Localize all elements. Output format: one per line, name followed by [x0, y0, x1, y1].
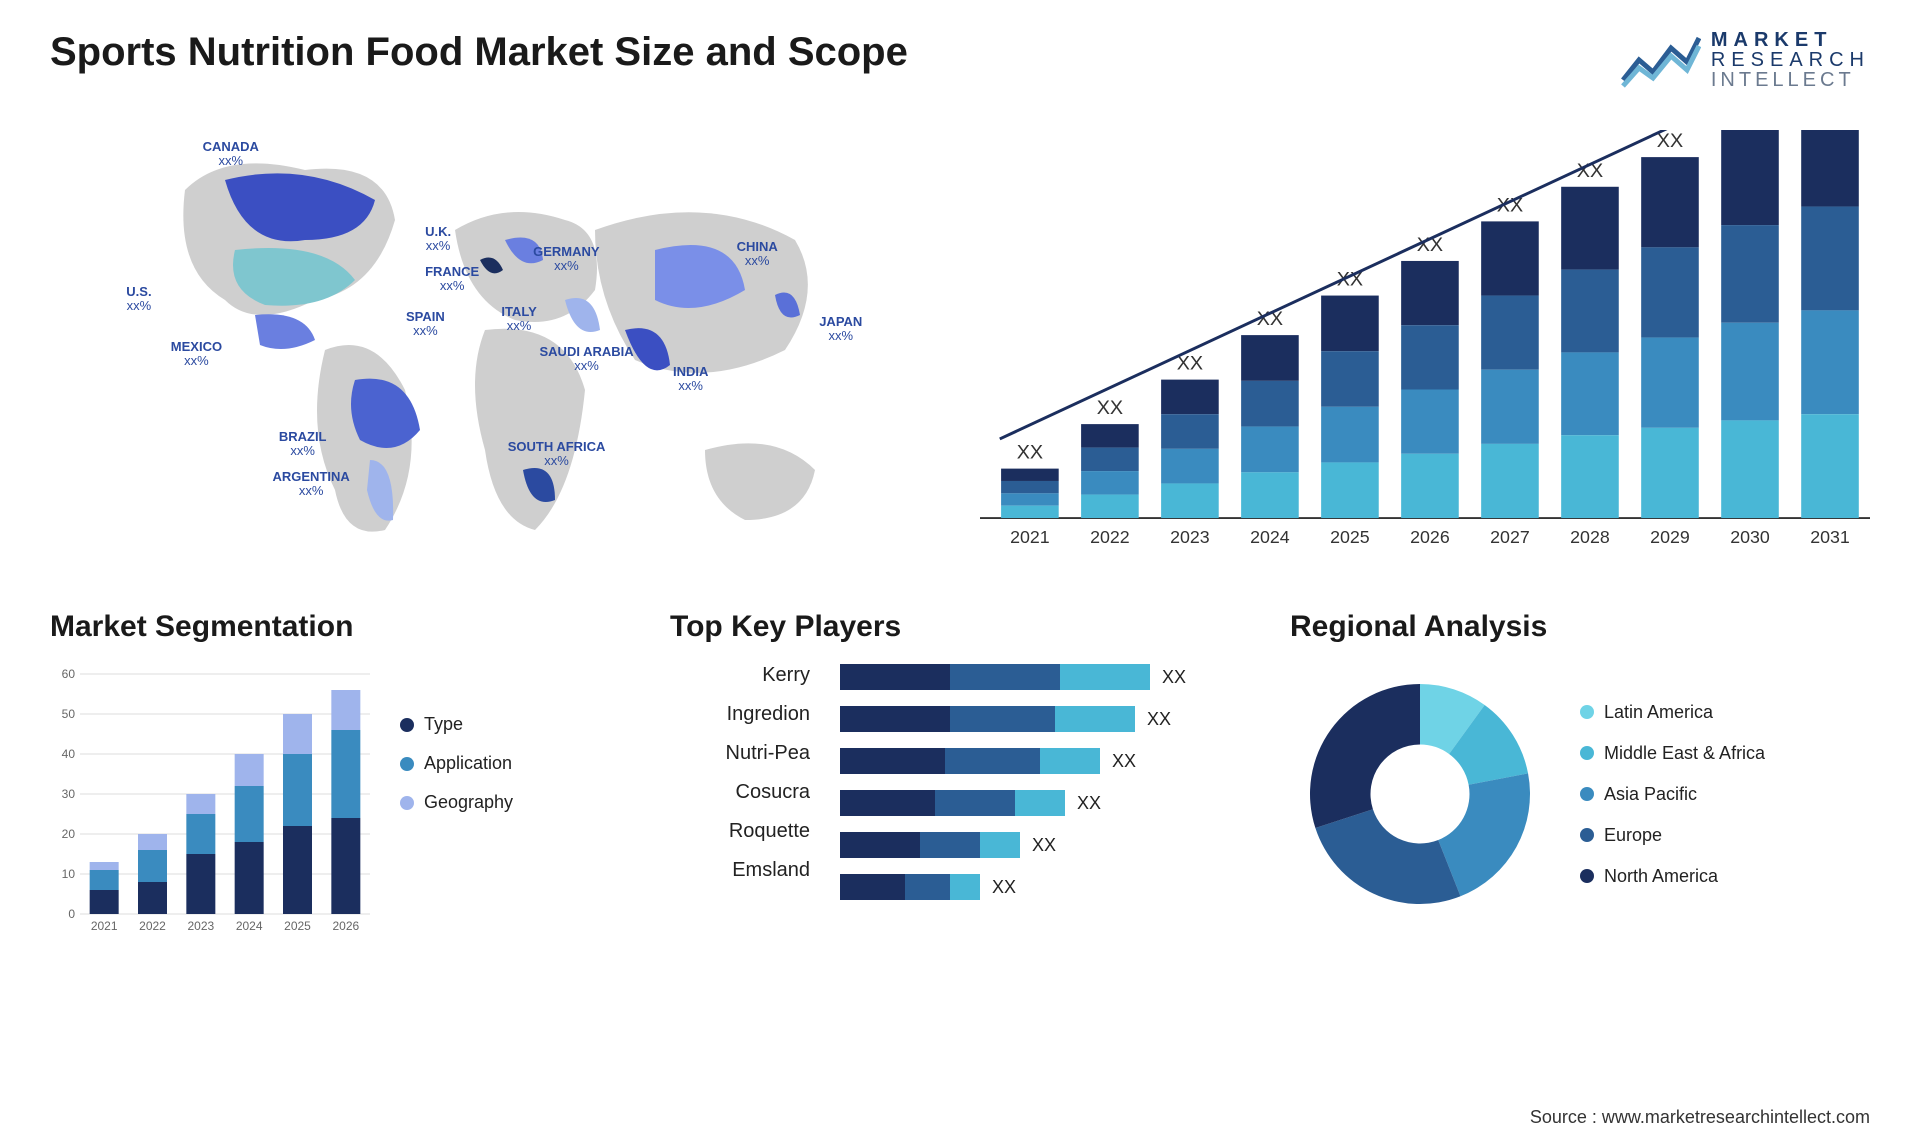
region-legend-latin-america: Latin America: [1580, 702, 1765, 723]
key-players-title: Top Key Players: [670, 610, 1250, 644]
source-text: Source : www.marketresearchintellect.com: [1530, 1107, 1870, 1128]
main-chart-svg: XX2021XX2022XX2023XX2024XX2025XX2026XX20…: [980, 130, 1870, 560]
kp-label-roquette: Roquette: [670, 820, 810, 843]
map-label-mexico: MEXICOxx%: [171, 340, 222, 369]
svg-text:2022: 2022: [1090, 527, 1130, 547]
map-label-u-k-: U.K.xx%: [425, 225, 451, 254]
kp-row-roquette: XX: [840, 832, 1250, 858]
kp-row-kerry: XX: [840, 664, 1250, 690]
map-label-italy: ITALYxx%: [501, 305, 536, 334]
map-label-japan: JAPANxx%: [819, 315, 862, 344]
svg-text:XX: XX: [1657, 130, 1683, 152]
seg-legend-type: Type: [400, 714, 513, 735]
segmentation-title: Market Segmentation: [50, 610, 630, 644]
svg-text:10: 10: [62, 867, 76, 881]
map-label-canada: CANADAxx%: [203, 140, 259, 169]
svg-text:2025: 2025: [284, 919, 311, 933]
svg-text:2026: 2026: [1410, 527, 1450, 547]
logo-line3: INTELLECT: [1711, 70, 1870, 90]
regional-donut: [1290, 664, 1550, 924]
svg-text:2021: 2021: [1010, 527, 1050, 547]
region-legend-asia-pacific: Asia Pacific: [1580, 784, 1765, 805]
svg-text:2023: 2023: [187, 919, 214, 933]
svg-text:XX: XX: [1097, 397, 1123, 419]
svg-text:2028: 2028: [1570, 527, 1610, 547]
key-players-panel: Top Key Players Kerry Ingredion Nutri-Pea C…: [670, 610, 1250, 944]
kp-row-ingredion: XX: [840, 706, 1250, 732]
kp-row-nutri-pea: XX: [840, 748, 1250, 774]
logo-line1: MARKET: [1711, 30, 1870, 50]
svg-text:2029: 2029: [1650, 527, 1690, 547]
segmentation-panel: Market Segmentation 0 10 20 30 40 50 60 2021 202…: [50, 610, 630, 944]
segmentation-legend: Type Application Geography: [400, 714, 513, 813]
svg-text:2026: 2026: [332, 919, 359, 933]
svg-text:60: 60: [62, 667, 76, 681]
kp-label-kerry: Kerry: [670, 664, 810, 687]
page-title: Sports Nutrition Food Market Size and Sc…: [50, 30, 908, 75]
kp-label-cosucra: Cosucra: [670, 781, 810, 804]
kp-label-emsland: Emsland: [670, 859, 810, 882]
logo: MARKET RESEARCH INTELLECT: [1621, 30, 1870, 90]
logo-icon: [1621, 30, 1701, 90]
kp-value: XX: [1162, 667, 1186, 688]
svg-text:2031: 2031: [1810, 527, 1850, 547]
main-growth-chart: XX2021XX2022XX2023XX2024XX2025XX2026XX20…: [980, 130, 1870, 560]
svg-text:2022: 2022: [139, 919, 166, 933]
svg-text:0: 0: [68, 907, 75, 921]
kp-label-nutri-pea: Nutri-Pea: [670, 742, 810, 765]
logo-line2: RESEARCH: [1711, 50, 1870, 70]
map-label-china: CHINAxx%: [737, 240, 778, 269]
regional-panel: Regional Analysis Latin America Middle Ea…: [1290, 610, 1870, 944]
kp-row-cosucra: XX: [840, 790, 1250, 816]
kp-value: XX: [992, 877, 1016, 898]
svg-text:40: 40: [62, 747, 76, 761]
region-legend-middle-east-africa: Middle East & Africa: [1580, 743, 1765, 764]
seg-legend-geography: Geography: [400, 792, 513, 813]
svg-text:2024: 2024: [1250, 527, 1290, 547]
map-label-france: FRANCExx%: [425, 265, 479, 294]
svg-text:2027: 2027: [1490, 527, 1530, 547]
region-legend-europe: Europe: [1580, 825, 1765, 846]
map-label-brazil: BRAZILxx%: [279, 430, 327, 459]
svg-text:2021: 2021: [91, 919, 118, 933]
map-label-spain: SPAINxx%: [406, 310, 445, 339]
kp-label-ingredion: Ingredion: [670, 703, 810, 726]
kp-value: XX: [1032, 835, 1056, 856]
map-label-u-s-: U.S.xx%: [126, 285, 151, 314]
kp-value: XX: [1077, 793, 1101, 814]
region-legend-north-america: North America: [1580, 866, 1765, 887]
seg-legend-application: Application: [400, 753, 513, 774]
regional-title: Regional Analysis: [1290, 610, 1870, 644]
map-label-india: INDIAxx%: [673, 365, 708, 394]
key-players-bars: XX XX XX XX XX XX: [840, 664, 1250, 900]
map-label-germany: GERMANYxx%: [533, 245, 599, 274]
kp-row-emsland: XX: [840, 874, 1250, 900]
svg-text:XX: XX: [1017, 442, 1043, 464]
svg-text:20: 20: [62, 827, 76, 841]
regional-legend: Latin America Middle East & Africa Asia Pa…: [1580, 702, 1765, 887]
kp-value: XX: [1147, 709, 1171, 730]
svg-text:2025: 2025: [1330, 527, 1370, 547]
svg-text:2030: 2030: [1730, 527, 1770, 547]
svg-text:2023: 2023: [1170, 527, 1210, 547]
map-label-argentina: ARGENTINAxx%: [273, 470, 350, 499]
map-label-south-africa: SOUTH AFRICAxx%: [508, 440, 606, 469]
kp-value: XX: [1112, 751, 1136, 772]
svg-text:50: 50: [62, 707, 76, 721]
svg-text:2024: 2024: [236, 919, 263, 933]
segmentation-chart: 0 10 20 30 40 50 60 2021 2022 2023 2024 2025 2026: [50, 664, 370, 944]
world-map: CANADAxx% U.S.xx% MEXICOxx% BRAZILxx% ARGENT…: [50, 130, 940, 560]
svg-text:30: 30: [62, 787, 76, 801]
map-label-saudi-arabia: SAUDI ARABIAxx%: [540, 345, 634, 374]
key-players-labels: Kerry Ingredion Nutri-Pea Cosucra Roquette Em…: [670, 664, 810, 900]
